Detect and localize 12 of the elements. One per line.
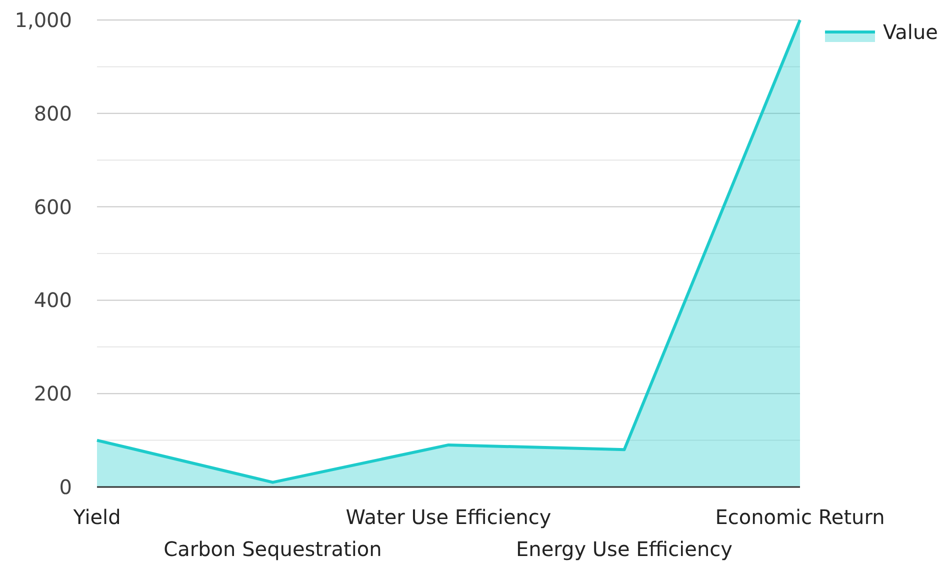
- y-tick-label: 800: [34, 101, 72, 126]
- legend-label: Value: [883, 20, 938, 44]
- y-tick-label: 600: [34, 194, 72, 219]
- y-tick-label: 400: [34, 288, 72, 312]
- x-tick-label: Carbon Sequestration: [164, 537, 382, 561]
- x-tick-label: Yield: [72, 505, 121, 529]
- y-tick-label: 200: [34, 382, 72, 406]
- y-tick-label: 1,000: [14, 8, 72, 32]
- x-tick-label: Water Use Efficiency: [346, 505, 552, 529]
- y-tick-label: 0: [59, 475, 72, 499]
- x-tick-label: Energy Use Efficiency: [516, 537, 733, 561]
- x-tick-label: Economic Return: [715, 505, 885, 529]
